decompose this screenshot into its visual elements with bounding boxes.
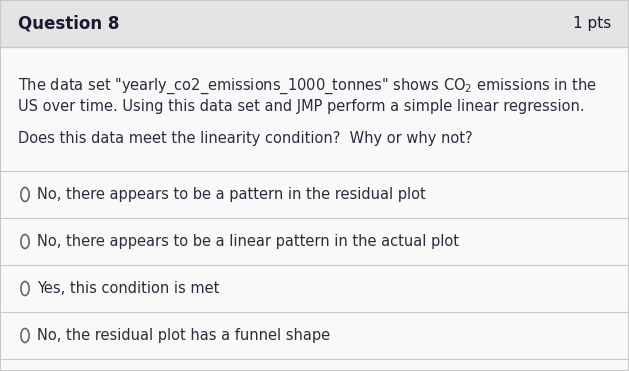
Text: Does this data meet the linearity condition?  Why or why not?: Does this data meet the linearity condit… bbox=[18, 131, 472, 146]
Text: No, there appears to be a pattern in the residual plot: No, there appears to be a pattern in the… bbox=[37, 187, 426, 202]
Text: Question 8: Question 8 bbox=[18, 14, 120, 33]
Text: 1 pts: 1 pts bbox=[573, 16, 611, 31]
Text: The data set "yearly_co2_emissions_1000_tonnes" shows CO$_2$ emissions in the: The data set "yearly_co2_emissions_1000_… bbox=[18, 77, 597, 96]
Text: US over time. Using this data set and JMP perform a simple linear regression.: US over time. Using this data set and JM… bbox=[18, 99, 584, 114]
Text: No, there appears to be a linear pattern in the actual plot: No, there appears to be a linear pattern… bbox=[37, 234, 459, 249]
Text: Yes, this condition is met: Yes, this condition is met bbox=[37, 281, 220, 296]
Text: No, the residual plot has a funnel shape: No, the residual plot has a funnel shape bbox=[37, 328, 330, 343]
Bar bbox=[0, 0, 629, 47]
